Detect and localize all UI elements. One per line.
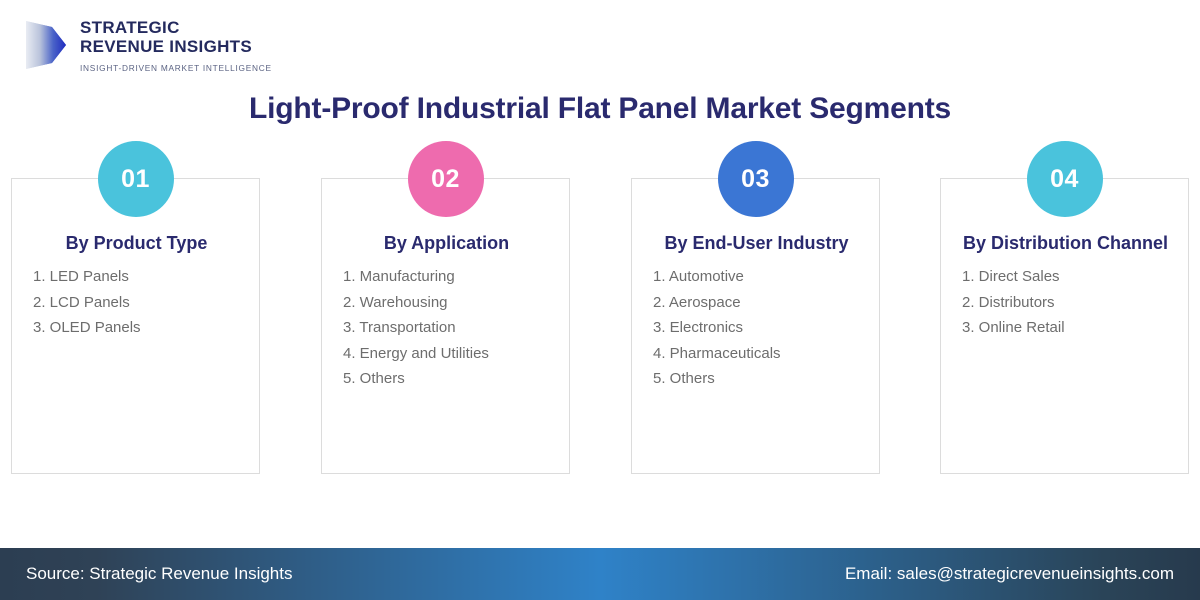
segment-heading: By End-User Industry — [664, 233, 849, 253]
brand-wordmark: STRATEGIC REVENUE INSIGHTS INSIGHT-DRIVE… — [80, 16, 272, 73]
list-item: 1. LED Panels — [33, 268, 129, 285]
segment-heading: By Product Type — [65, 233, 208, 253]
brand-tagline: INSIGHT-DRIVEN MARKET INTELLIGENCE — [80, 63, 272, 73]
brand-line-2: REVENUE INSIGHTS — [80, 37, 252, 56]
list-item: 3. Transportation — [343, 319, 456, 336]
list-item: 1. Direct Sales — [962, 268, 1060, 285]
segment-heading: By Application — [383, 233, 510, 253]
segment-card-body: By Distribution Channel 1. Direct Sales … — [941, 231, 1190, 341]
list-item: 2. Aerospace — [653, 293, 741, 311]
segment-number-badge: 04 — [1026, 141, 1103, 217]
list-item: 2. Distributors — [962, 293, 1055, 311]
list-item: 5. Others — [343, 370, 405, 387]
segment-number-badge: 03 — [717, 141, 794, 217]
segment-card: 01 By Product Type 1. LED Panels 2. LCD … — [11, 141, 261, 474]
footer-email[interactable]: Email: sales@strategicrevenueinsights.co… — [844, 564, 1174, 583]
segment-card-body: By End-User Industry 1. Automotive 2. Ae… — [632, 231, 881, 392]
chevron-logo-icon — [26, 20, 66, 69]
page-header: STRATEGIC REVENUE INSIGHTS INSIGHT-DRIVE… — [0, 0, 1200, 92]
segment-number-badge: 01 — [97, 141, 174, 217]
segment-heading: By Distribution Channel — [962, 233, 1168, 253]
list-item: 3. Electronics — [653, 319, 744, 336]
segment-list: 1. Manufacturing 2. Warehousing 3. Trans… — [334, 264, 559, 392]
brand-logo: STRATEGIC REVENUE INSIGHTS INSIGHT-DRIVE… — [22, 16, 272, 73]
segments-card-row: 01 By Product Type 1. LED Panels 2. LCD … — [11, 140, 1189, 480]
segment-list: 1. LED Panels 2. LCD Panels 3. OLED Pane… — [24, 264, 249, 341]
list-item: 2. LCD Panels — [33, 293, 130, 311]
list-item: 1. Manufacturing — [343, 268, 455, 285]
segment-card: 04 By Distribution Channel 1. Direct Sal… — [940, 141, 1190, 474]
segment-number-badge: 02 — [407, 141, 484, 217]
segment-card-body: By Product Type 1. LED Panels 2. LCD Pan… — [12, 231, 261, 341]
page-title: Light-Proof Industrial Flat Panel Market… — [249, 92, 951, 125]
segment-list: 1. Automotive 2. Aerospace 3. Electronic… — [644, 264, 869, 392]
segment-card-body: By Application 1. Manufacturing 2. Wareh… — [322, 231, 571, 392]
list-item: 4. Energy and Utilities — [343, 344, 489, 362]
footer-source: Source: Strategic Revenue Insights — [26, 564, 293, 583]
segment-list: 1. Direct Sales 2. Distributors 3. Onlin… — [953, 264, 1178, 341]
brand-line-1: STRATEGIC — [80, 18, 180, 37]
list-item: 3. OLED Panels — [33, 319, 141, 336]
page-footer: Source: Strategic Revenue Insights Email… — [0, 548, 1200, 600]
list-item: 3. Online Retail — [962, 319, 1065, 336]
segment-card: 03 By End-User Industry 1. Automotive 2.… — [631, 141, 881, 474]
list-item: 4. Pharmaceuticals — [653, 344, 781, 362]
list-item: 1. Automotive — [653, 268, 744, 285]
list-item: 2. Warehousing — [343, 293, 448, 311]
list-item: 5. Others — [653, 370, 715, 387]
segment-card: 02 By Application 1. Manufacturing 2. Wa… — [321, 141, 571, 474]
